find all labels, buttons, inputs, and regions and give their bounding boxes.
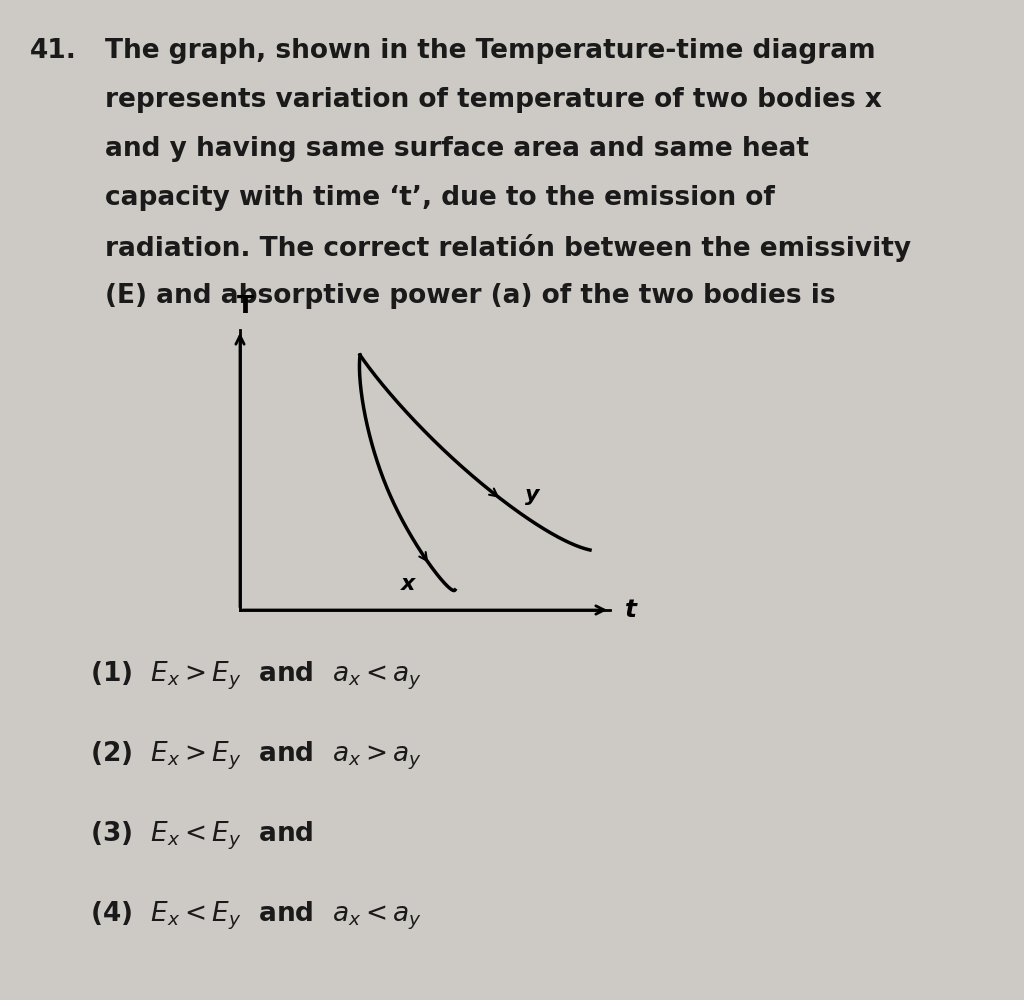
Text: 41.: 41. (30, 38, 77, 64)
Text: and y having same surface area and same heat: and y having same surface area and same … (105, 136, 809, 162)
Text: T: T (237, 294, 254, 318)
Text: y: y (524, 485, 539, 505)
Text: (3)  $E_x$$<$$E_y$  and: (3) $E_x$$<$$E_y$ and (90, 820, 313, 852)
Text: The graph, shown in the Temperature-time diagram: The graph, shown in the Temperature-time… (105, 38, 876, 64)
Text: t: t (625, 598, 637, 622)
Text: (1)  $E_x$$>$$E_y$  and  $a_x$$<$$a_y$: (1) $E_x$$>$$E_y$ and $a_x$$<$$a_y$ (90, 660, 422, 692)
Text: (E) and absorptive power (a) of the two bodies is: (E) and absorptive power (a) of the two … (105, 283, 836, 309)
Text: radiation. The correct relatión between the emissivity: radiation. The correct relatión between … (105, 234, 911, 262)
Text: (4)  $E_x$$<$$E_y$  and  $a_x$$<$$a_y$: (4) $E_x$$<$$E_y$ and $a_x$$<$$a_y$ (90, 900, 422, 932)
Text: represents variation of temperature of two bodies x: represents variation of temperature of t… (105, 87, 882, 113)
Text: x: x (400, 574, 415, 594)
Text: capacity with time ‘t’, due to the emission of: capacity with time ‘t’, due to the emiss… (105, 185, 775, 211)
Text: (2)  $E_x$$>$$E_y$  and  $a_x$$>$$a_y$: (2) $E_x$$>$$E_y$ and $a_x$$>$$a_y$ (90, 740, 422, 772)
